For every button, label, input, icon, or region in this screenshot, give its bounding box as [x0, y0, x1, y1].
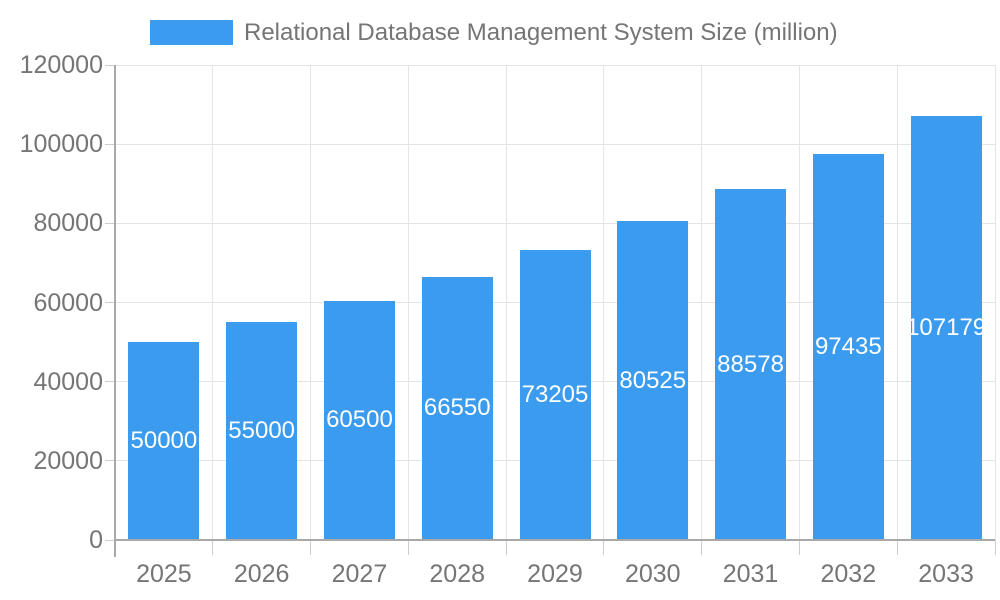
x-axis-tick-label: 2026 — [233, 560, 290, 588]
gridline-x — [310, 65, 312, 540]
x-axis-tick — [798, 540, 800, 555]
bar[interactable] — [323, 300, 395, 540]
bar-value-label: 88578 — [717, 350, 784, 378]
y-axis-tick-label: 100000 — [19, 130, 103, 159]
bar[interactable] — [421, 276, 493, 540]
x-axis-tick-label: 2025 — [136, 560, 192, 588]
gridline-y — [115, 222, 995, 224]
y-axis-tick — [105, 539, 115, 541]
y-axis-tick-label: 60000 — [33, 288, 103, 317]
x-axis-tick — [896, 540, 898, 555]
y-axis-tick — [105, 222, 115, 224]
y-axis-tick-label: 40000 — [33, 367, 103, 396]
y-axis-tick — [105, 460, 115, 462]
bar[interactable] — [519, 250, 591, 540]
bar-value-label: 107179 — [906, 313, 987, 341]
y-axis-tick-label: 20000 — [33, 446, 103, 475]
y-axis-tick — [105, 302, 115, 303]
y-axis-tick-label: 120000 — [19, 51, 103, 79]
x-axis-tick-label: 2031 — [722, 560, 779, 588]
legend-swatch-icon — [150, 20, 233, 45]
y-axis-tick — [105, 381, 115, 383]
y-axis-tick — [105, 143, 115, 145]
bar[interactable] — [226, 322, 298, 540]
y-axis-tick-label: 0 — [89, 526, 103, 554]
bar-value-label: 50000 — [130, 427, 198, 455]
x-axis-tick — [212, 540, 214, 555]
x-axis-tick — [407, 540, 409, 555]
y-axis-line — [114, 65, 116, 557]
gridline-x — [701, 65, 703, 540]
gridline-x — [505, 65, 507, 540]
y-axis-tick — [105, 64, 115, 66]
x-axis-tick-label: 2032 — [820, 560, 877, 588]
x-axis-tick — [310, 540, 312, 555]
gridline-x — [407, 65, 409, 540]
gridline-x — [896, 65, 898, 540]
gridline-x — [212, 65, 214, 540]
legend: Relational Database Management System Si… — [150, 19, 838, 46]
gridline-y — [115, 143, 995, 145]
bar-value-label: 66550 — [423, 394, 491, 422]
x-axis-tick — [994, 540, 996, 555]
bar-value-label: 97435 — [814, 333, 882, 361]
x-axis-line — [115, 539, 995, 541]
bar[interactable] — [617, 221, 689, 540]
bar[interactable] — [128, 342, 200, 540]
bar-value-label: 73205 — [521, 381, 589, 409]
gridline-x — [798, 65, 800, 540]
x-axis-tick — [701, 540, 703, 555]
bar[interactable] — [812, 154, 884, 540]
x-axis-tick — [505, 540, 507, 555]
legend-label: Relational Database Management System Si… — [244, 19, 838, 46]
y-axis-tick-label: 80000 — [33, 209, 103, 238]
plot-area: 0 20000 40000 60000 80000 100000 120000 50000 20… — [20, 52, 996, 588]
x-axis-tick-label: 2033 — [918, 560, 974, 588]
x-axis-tick-label: 2028 — [429, 560, 486, 588]
x-axis-tick-label: 2027 — [331, 560, 388, 588]
bar-value-label: 55000 — [228, 417, 296, 445]
bar-value-label: 60500 — [326, 406, 393, 434]
bar-value-label: 80525 — [619, 366, 687, 394]
gridline-y — [115, 64, 995, 66]
x-axis-tick-label: 2030 — [624, 560, 681, 588]
gridline-x — [603, 65, 605, 540]
x-axis-tick — [603, 540, 605, 555]
x-axis-tick-label: 2029 — [527, 560, 583, 588]
bar[interactable] — [910, 115, 982, 540]
bar[interactable] — [715, 189, 787, 540]
gridline-x — [994, 65, 996, 540]
